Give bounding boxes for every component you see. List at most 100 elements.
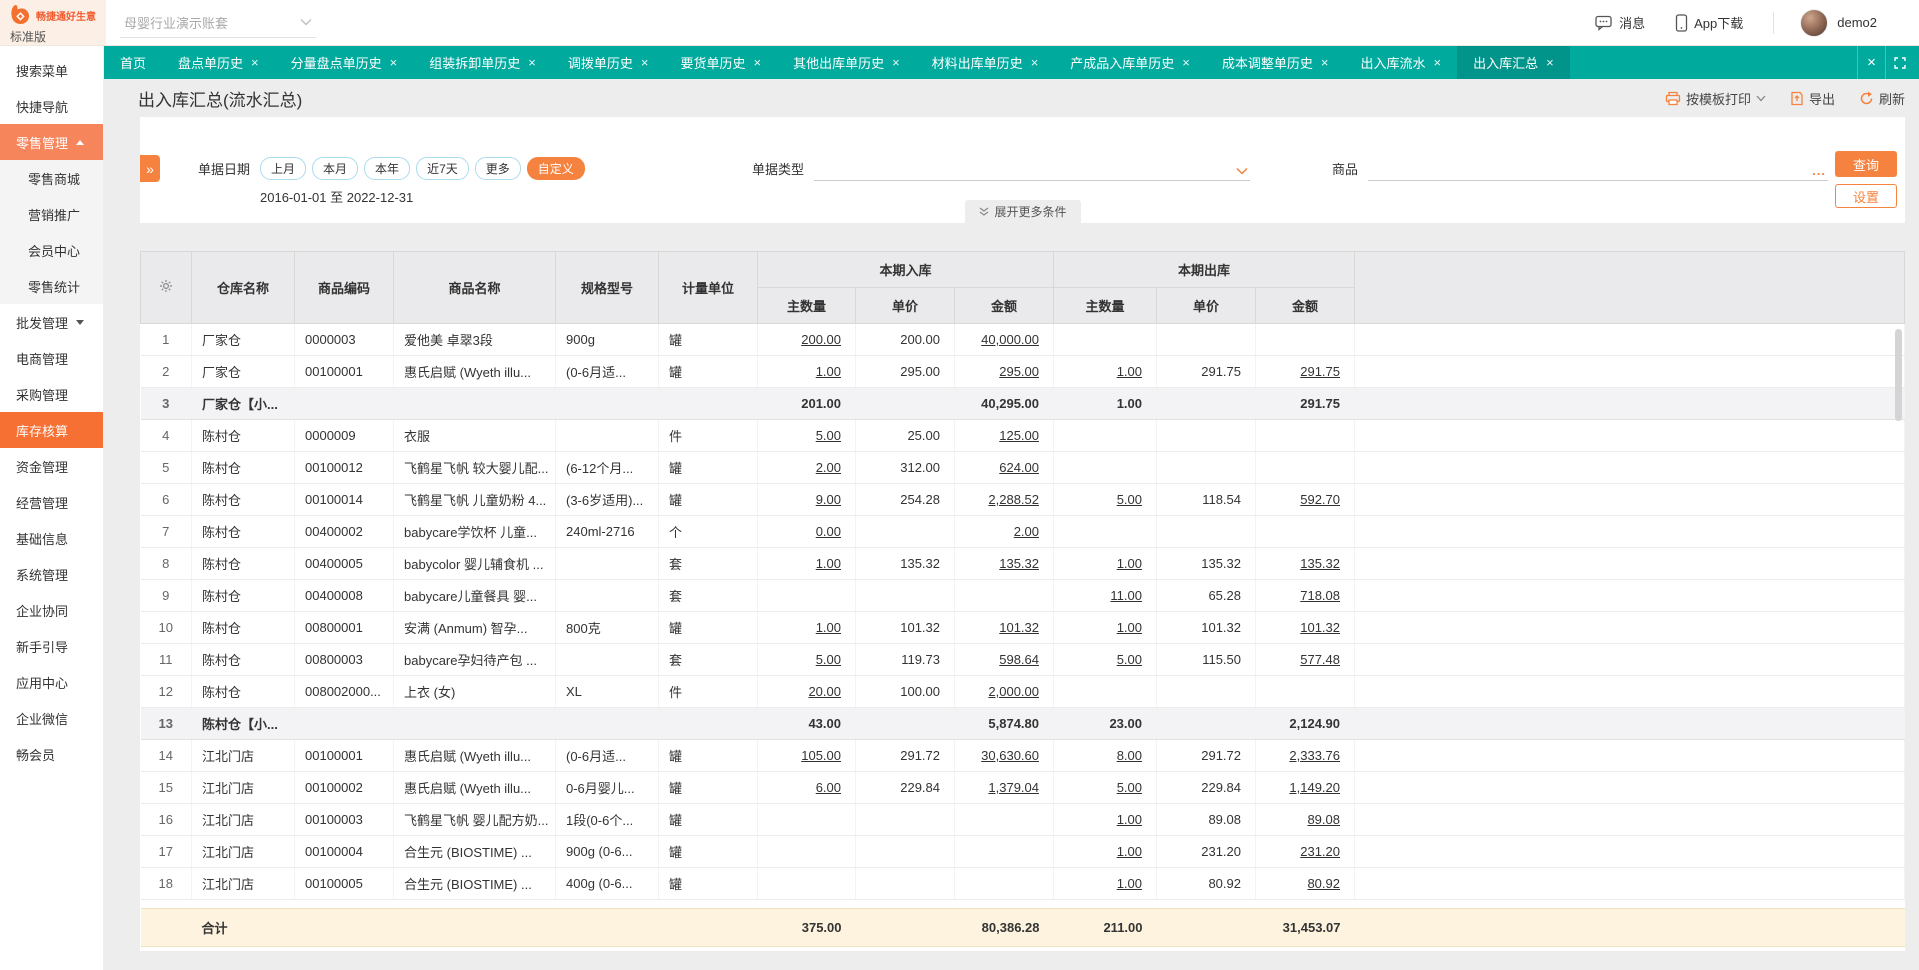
tab-close-icon[interactable]: × <box>528 55 536 70</box>
header-warehouse[interactable]: 仓库名称 <box>191 251 295 324</box>
amount-link[interactable]: 2,333.76 <box>1289 748 1340 763</box>
amount-link[interactable]: 80.92 <box>1307 876 1340 891</box>
sidebar-item-经营管理[interactable]: 经营管理 <box>0 484 103 520</box>
date-pill-本年[interactable]: 本年 <box>364 157 411 180</box>
qty-link[interactable]: 1.00 <box>1116 620 1142 635</box>
tab-调拨单历史[interactable]: 调拨单历史 × <box>552 46 665 79</box>
amount-link[interactable]: 577.48 <box>1300 652 1340 667</box>
expand-more-conditions[interactable]: 展开更多条件 <box>964 200 1081 223</box>
amount-link[interactable]: 291.75 <box>1300 364 1340 379</box>
amount-link[interactable]: 624.00 <box>999 460 1039 475</box>
header-unit[interactable]: 计量单位 <box>658 251 758 324</box>
amount-link[interactable]: 101.32 <box>999 620 1039 635</box>
qty-link[interactable]: 1.00 <box>1116 844 1142 859</box>
amount-link[interactable]: 231.20 <box>1300 844 1340 859</box>
sidebar-item-零售统计[interactable]: 零售统计 <box>0 268 103 304</box>
qty-link[interactable]: 2.00 <box>815 460 841 475</box>
tab-组装拆卸单历史[interactable]: 组装拆卸单历史 × <box>413 46 552 79</box>
username[interactable]: demo2 <box>1837 15 1877 30</box>
app-download-button[interactable]: App下载 <box>1675 13 1743 32</box>
tab-产成品入库单历史[interactable]: 产成品入库单历史 × <box>1054 46 1206 79</box>
tab-close-icon[interactable]: × <box>1433 55 1442 70</box>
tab-close-icon[interactable]: × <box>1030 55 1039 70</box>
amount-link[interactable]: 2.00 <box>1013 524 1039 539</box>
tab-材料出库单历史[interactable]: 材料出库单历史 × <box>916 46 1055 79</box>
sidebar-item-系统管理[interactable]: 系统管理 <box>0 556 103 592</box>
sidebar-item-快捷导航[interactable]: 快捷导航 <box>0 88 103 124</box>
header-spec[interactable]: 规格型号 <box>555 251 659 324</box>
qty-link[interactable]: 1.00 <box>1116 812 1142 827</box>
sidebar-item-库存核算[interactable]: 库存核算 <box>0 412 103 448</box>
tab-分量盘点单历史[interactable]: 分量盘点单历史 × <box>275 46 414 79</box>
qty-link[interactable]: 9.00 <box>815 492 841 507</box>
amount-link[interactable]: 135.32 <box>999 556 1039 571</box>
sidebar-item-基础信息[interactable]: 基础信息 <box>0 520 103 556</box>
tab-其他出库单历史[interactable]: 其他出库单历史 × <box>777 46 916 79</box>
search-button[interactable]: 查询 <box>1835 151 1897 177</box>
tab-close-icon[interactable]: × <box>640 55 649 70</box>
amount-link[interactable]: 89.08 <box>1307 812 1340 827</box>
amount-link[interactable]: 295.00 <box>999 364 1039 379</box>
print-by-template-button[interactable]: 按模板打印 <box>1665 89 1766 108</box>
tab-close-icon[interactable]: × <box>251 55 259 70</box>
amount-link[interactable]: 125.00 <box>999 428 1039 443</box>
header-out-amount[interactable]: 金额 <box>1255 287 1355 324</box>
tab-close-icon[interactable]: × <box>1182 55 1190 70</box>
vertical-scrollbar[interactable] <box>1895 329 1902 421</box>
date-pill-更多[interactable]: 更多 <box>474 157 521 180</box>
tab-成本调整单历史[interactable]: 成本调整单历史 × <box>1206 46 1345 79</box>
sidebar-item-资金管理[interactable]: 资金管理 <box>0 448 103 484</box>
date-pill-近7天[interactable]: 近7天 <box>416 157 469 180</box>
header-code[interactable]: 商品编码 <box>294 251 394 324</box>
amount-link[interactable]: 1,379.04 <box>988 780 1039 795</box>
account-select[interactable]: 母婴行业演示账套 <box>120 8 316 38</box>
qty-link[interactable]: 5.00 <box>815 652 841 667</box>
qty-link[interactable]: 200.00 <box>801 332 841 347</box>
date-pill-本月[interactable]: 本月 <box>312 157 359 180</box>
qty-link[interactable]: 1.00 <box>815 556 841 571</box>
qty-link[interactable]: 1.00 <box>1116 556 1142 571</box>
amount-link[interactable]: 592.70 <box>1300 492 1340 507</box>
amount-link[interactable]: 2,288.52 <box>988 492 1039 507</box>
close-all-tabs-button[interactable]: × <box>1857 46 1885 79</box>
qty-link[interactable]: 11.00 <box>1110 588 1142 603</box>
amount-link[interactable]: 718.08 <box>1300 588 1340 603</box>
qty-link[interactable]: 1.00 <box>815 620 841 635</box>
sidebar-item-电商管理[interactable]: 电商管理 <box>0 340 103 376</box>
fullscreen-button[interactable] <box>1885 46 1913 79</box>
qty-link[interactable]: 105.00 <box>801 748 841 763</box>
sidebar-item-搜索菜单[interactable]: 搜索菜单 <box>0 52 103 88</box>
tab-close-icon[interactable]: × <box>1546 55 1554 70</box>
settings-button[interactable]: 设置 <box>1835 184 1897 208</box>
header-out-price[interactable]: 单价 <box>1156 287 1256 324</box>
sidebar-item-零售管理[interactable]: 零售管理 <box>0 124 103 160</box>
amount-link[interactable]: 30,630.60 <box>981 748 1039 763</box>
tab-首页[interactable]: 首页 <box>104 46 162 79</box>
sidebar-item-畅会员[interactable]: 畅会员 <box>0 736 103 772</box>
amount-link[interactable]: 40,000.00 <box>981 332 1039 347</box>
qty-link[interactable]: 5.00 <box>1116 652 1142 667</box>
sidebar-item-营销推广[interactable]: 营销推广 <box>0 196 103 232</box>
sidebar-item-新手引导[interactable]: 新手引导 <box>0 628 103 664</box>
amount-link[interactable]: 598.64 <box>999 652 1039 667</box>
date-range-value[interactable]: 2016-01-01 至 2022-12-31 <box>260 190 414 205</box>
sidebar-item-批发管理[interactable]: 批发管理 <box>0 304 103 340</box>
tab-要货单历史[interactable]: 要货单历史 × <box>664 46 777 79</box>
tab-出入库汇总[interactable]: 出入库汇总 × <box>1457 46 1570 79</box>
qty-link[interactable]: 1.00 <box>1116 364 1142 379</box>
sidebar-item-企业微信[interactable]: 企业微信 <box>0 700 103 736</box>
amount-link[interactable]: 2,000.00 <box>988 684 1039 699</box>
sidebar-item-会员中心[interactable]: 会员中心 <box>0 232 103 268</box>
header-in-qty[interactable]: 主数量 <box>757 287 856 324</box>
qty-link[interactable]: 5.00 <box>1116 492 1142 507</box>
qty-link[interactable]: 1.00 <box>815 364 841 379</box>
amount-link[interactable]: 101.32 <box>1300 620 1340 635</box>
tab-close-icon[interactable]: × <box>389 55 398 70</box>
tab-出入库流水[interactable]: 出入库流水 × <box>1345 46 1458 79</box>
doc-type-select[interactable] <box>814 157 1251 181</box>
qty-link[interactable]: 20.00 <box>808 684 841 699</box>
header-in-amount[interactable]: 金额 <box>954 287 1054 324</box>
amount-link[interactable]: 1,149.20 <box>1289 780 1340 795</box>
amount-link[interactable]: 135.32 <box>1300 556 1340 571</box>
qty-link[interactable]: 5.00 <box>1116 780 1142 795</box>
